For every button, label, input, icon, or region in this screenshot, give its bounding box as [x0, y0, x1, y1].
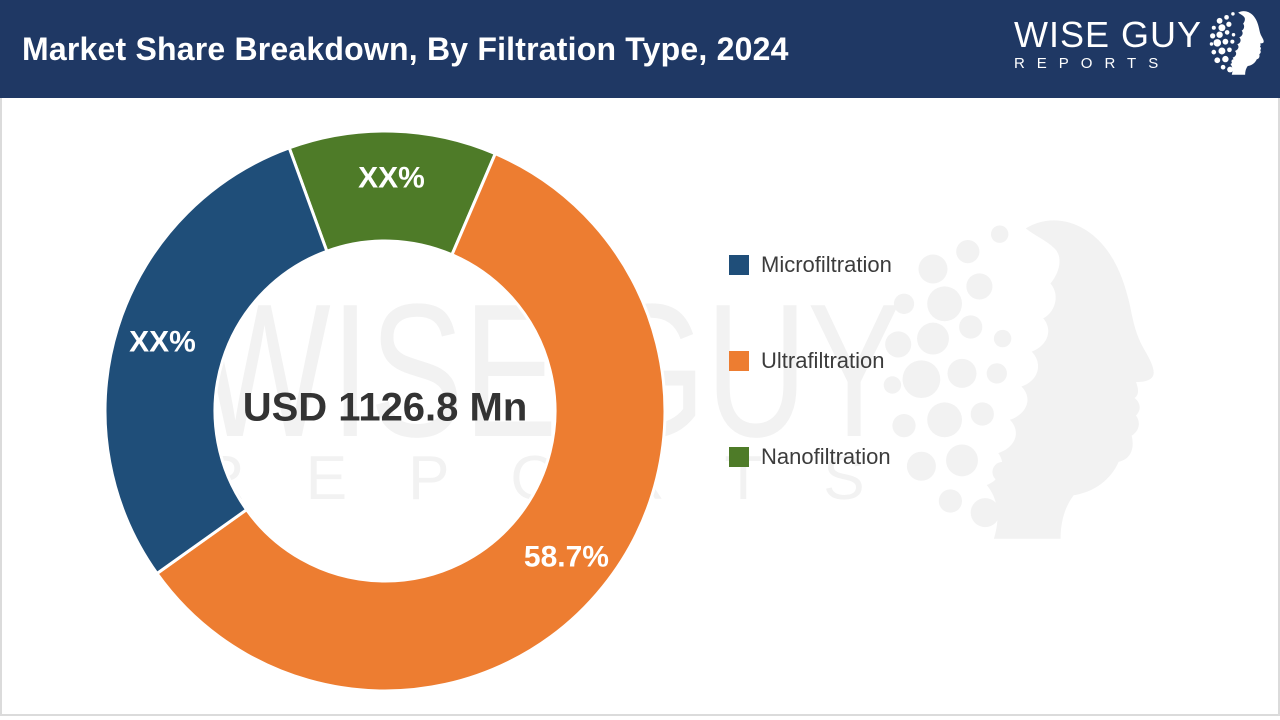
chart-legend: Microfiltration Ultrafiltration Nanofilt…: [729, 252, 892, 540]
donut-center-value: USD 1126.8 Mn: [242, 385, 528, 430]
watermark-face-image: [883, 220, 1154, 539]
legend-label-ultrafiltration: Ultrafiltration: [761, 348, 885, 373]
logo-text: WISE GUY REPORTS: [1013, 13, 1202, 73]
logo-wordmark: WISE GUY: [1013, 13, 1202, 55]
legend-swatch-ultrafiltration: [729, 351, 749, 371]
legend-swatch-nanofiltration: [729, 447, 749, 467]
legend-label-microfiltration: Microfiltration: [761, 252, 892, 277]
donut-chart: XX% 58.7% XX%: [103, 129, 667, 693]
wiseguy-logo: WISE GUY REPORTS: [1014, 8, 1266, 80]
slice-label-ultrafiltration: 58.7%: [524, 541, 609, 574]
legend-item-ultrafiltration: Ultrafiltration: [729, 348, 892, 374]
header-bar: Market Share Breakdown, By Filtration Ty…: [0, 0, 1280, 98]
legend-item-microfiltration: Microfiltration: [729, 252, 892, 278]
slice-label-microfiltration: XX%: [129, 325, 196, 358]
slice-label-nanofiltration: XX%: [358, 162, 425, 195]
logo-subtitle: REPORTS: [1013, 55, 1171, 73]
chart-title: Market Share Breakdown, By Filtration Ty…: [22, 30, 789, 67]
legend-swatch-microfiltration: [729, 255, 749, 275]
donut-slice-microfiltration: [103, 145, 329, 576]
legend-label-nanofiltration: Nanofiltration: [761, 444, 891, 469]
donut-slice-ultrafiltration: [154, 151, 667, 693]
wiseguy-face-icon: [1209, 11, 1264, 75]
legend-item-nanofiltration: Nanofiltration: [729, 444, 892, 470]
